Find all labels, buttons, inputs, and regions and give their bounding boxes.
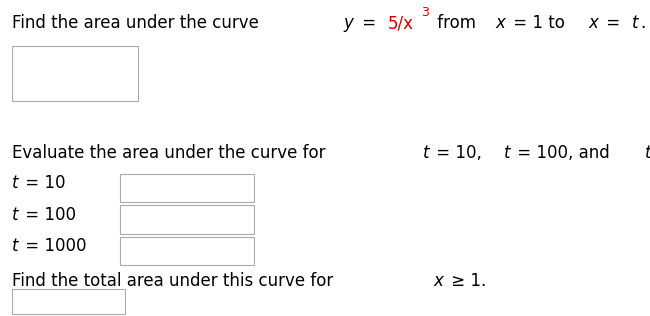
Text: = 10,: = 10,	[432, 144, 488, 162]
FancyBboxPatch shape	[12, 46, 138, 101]
Text: =: =	[601, 15, 625, 33]
Text: =: =	[357, 15, 381, 33]
FancyBboxPatch shape	[12, 289, 125, 314]
Text: t: t	[632, 15, 639, 33]
FancyBboxPatch shape	[120, 174, 254, 202]
Text: t: t	[504, 144, 510, 162]
Text: = 1000: = 1000	[20, 237, 86, 255]
Text: = 100: = 100	[20, 206, 76, 224]
Text: y: y	[344, 15, 354, 33]
Text: x: x	[433, 272, 443, 290]
Text: .: .	[641, 15, 646, 33]
Text: t: t	[12, 206, 18, 224]
Text: = 1 to: = 1 to	[508, 15, 570, 33]
Text: t: t	[423, 144, 430, 162]
Text: 3: 3	[422, 6, 430, 19]
Text: = 100, and: = 100, and	[512, 144, 615, 162]
FancyBboxPatch shape	[120, 205, 254, 234]
Text: 5/x: 5/x	[388, 15, 414, 33]
Text: t: t	[12, 174, 18, 192]
Text: x: x	[588, 15, 598, 33]
Text: Evaluate the area under the curve for: Evaluate the area under the curve for	[12, 144, 330, 162]
Text: Find the total area under this curve for: Find the total area under this curve for	[12, 272, 338, 290]
Text: from: from	[432, 15, 481, 33]
Text: Find the area under the curve: Find the area under the curve	[12, 15, 269, 33]
Text: t: t	[645, 144, 650, 162]
Text: = 10: = 10	[20, 174, 66, 192]
Text: x: x	[495, 15, 505, 33]
Text: ≥ 1.: ≥ 1.	[446, 272, 486, 290]
FancyBboxPatch shape	[120, 237, 254, 265]
Text: t: t	[12, 237, 18, 255]
